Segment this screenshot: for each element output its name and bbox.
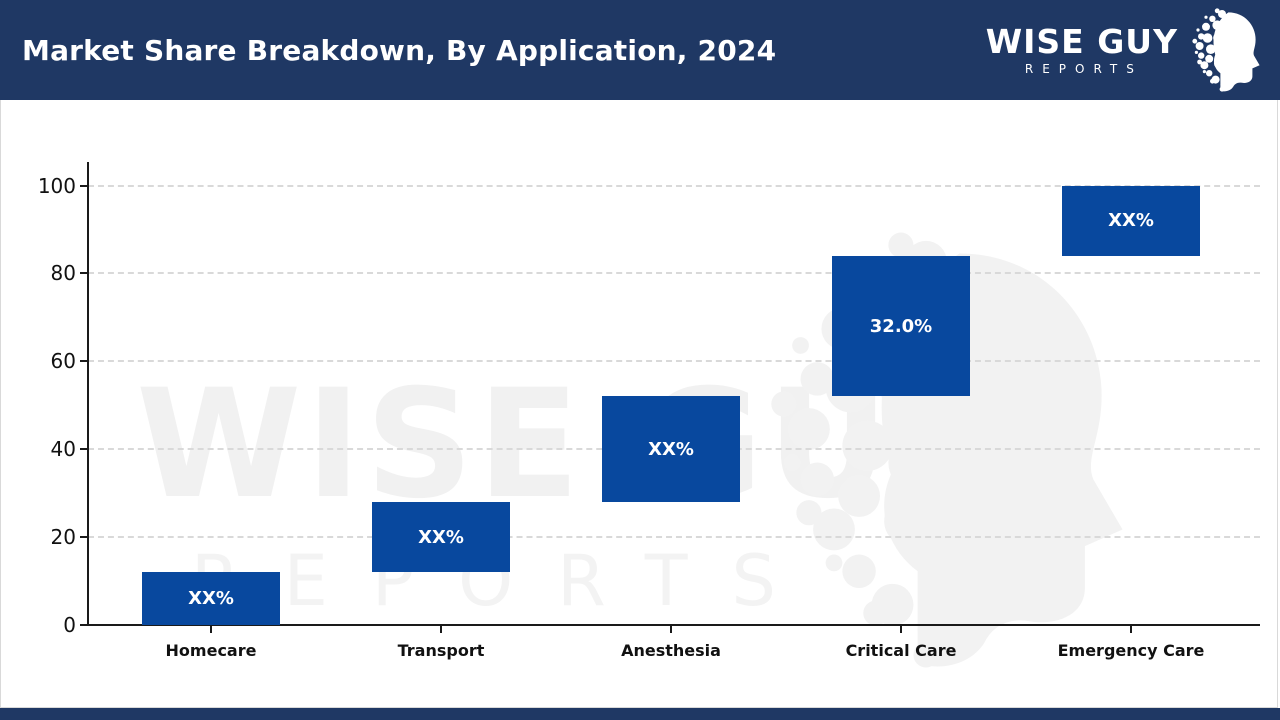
gridline-60 <box>88 360 1260 363</box>
brand-name: WISE GUY <box>985 21 1178 61</box>
x-axis-label-emergency-care: Emergency Care <box>1057 641 1205 660</box>
y-tick-60 <box>80 360 88 363</box>
y-tick-label-40: 40 <box>50 437 76 462</box>
x-axis-line <box>87 624 1260 626</box>
x-tick-critical-care <box>900 625 902 633</box>
x-tick-emergency-care <box>1130 625 1132 633</box>
y-tick-0 <box>80 624 88 626</box>
y-tick-40 <box>80 448 88 451</box>
bar-value-label-homecare: XX% <box>188 588 234 610</box>
y-tick-label-20: 20 <box>50 525 76 550</box>
gridline-20 <box>88 536 1260 539</box>
x-tick-transport <box>440 625 442 633</box>
brand-head-icon <box>1192 8 1260 92</box>
y-tick-20 <box>80 536 88 539</box>
bar-emergency-care: XX% <box>1062 185 1200 256</box>
x-axis-label-transport: Transport <box>397 641 485 660</box>
brand-logo: WISE GUY REPORTS <box>986 6 1262 94</box>
bar-value-label-transport: XX% <box>418 526 464 548</box>
x-axis-label-critical-care: Critical Care <box>845 641 957 660</box>
footer-bar <box>0 708 1280 720</box>
bar-critical-care: 32.0% <box>832 255 970 397</box>
y-axis-line <box>87 162 89 626</box>
brand-subtitle: REPORTS <box>1024 61 1143 76</box>
bar-anesthesia: XX% <box>602 396 740 502</box>
bar-value-label-critical-care: 32.0% <box>869 315 933 337</box>
y-tick-label-0: 0 <box>63 613 76 637</box>
bar-value-label-anesthesia: XX% <box>648 438 694 460</box>
x-tick-homecare <box>210 625 212 633</box>
header-bar: Market Share Breakdown, By Application, … <box>0 0 1280 100</box>
bar-value-label-emergency-care: XX% <box>1108 210 1154 232</box>
gridline-80 <box>88 272 1260 275</box>
x-tick-anesthesia <box>670 625 672 633</box>
bar-transport: XX% <box>372 501 510 573</box>
bar-homecare: XX% <box>142 572 280 625</box>
y-tick-100 <box>80 184 88 187</box>
y-tick-label-60: 60 <box>50 349 76 374</box>
x-axis-label-homecare: Homecare <box>165 641 257 660</box>
y-tick-80 <box>80 272 88 275</box>
y-tick-label-80: 80 <box>50 261 76 286</box>
y-tick-label-100: 100 <box>37 173 76 198</box>
page-title: Market Share Breakdown, By Application, … <box>22 33 777 67</box>
gridline-100 <box>88 184 1260 187</box>
x-axis-label-anesthesia: Anesthesia <box>621 641 721 660</box>
brand-wordmark: WISE GUY REPORTS <box>986 25 1178 76</box>
